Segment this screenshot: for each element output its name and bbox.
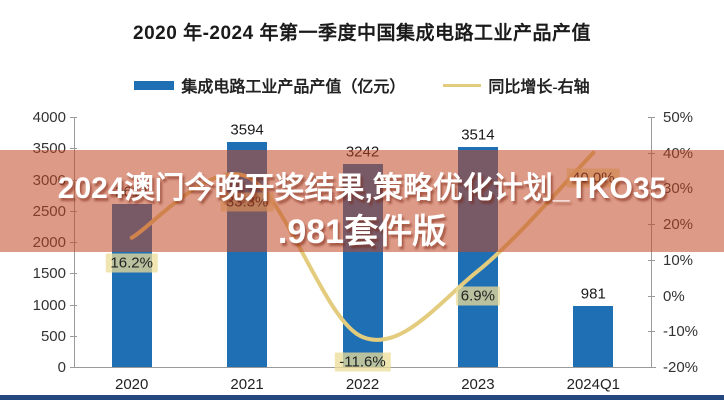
bar-label-2024Q1: 981	[580, 285, 606, 303]
point-label-6.9%: 6.9%	[455, 286, 500, 306]
x-tick-2024Q1: 2024Q1	[566, 376, 620, 393]
bar-label-2023: 3514	[461, 126, 495, 144]
y-label-right-0: 0%	[663, 287, 685, 305]
y-tick-left-3500	[70, 148, 77, 150]
bar-2024Q1	[573, 305, 614, 367]
bar-label-2021: 3594	[230, 121, 264, 139]
y-tick-left-500	[70, 335, 77, 337]
y-label-left-4000: 4000	[32, 109, 66, 126]
legend: 集成电路工业产品产值（亿元） 同比增长-右轴	[0, 74, 724, 96]
point-label-16.2%: 16.2%	[105, 253, 158, 273]
legend-item-output-value: 集成电路工业产品产值（亿元）	[134, 73, 405, 97]
y-tick-left-4000	[70, 117, 77, 118]
watermark-text-line2: .981套件版	[277, 213, 447, 251]
y-label-right--20: -20%	[663, 359, 699, 376]
y-tick-right--20	[648, 367, 655, 368]
y-tick-right-0	[648, 295, 655, 297]
legend-item-yoy-growth: 同比增长-右轴	[443, 73, 590, 97]
line-swatch-icon	[443, 83, 482, 87]
y-label-left-1500: 1500	[32, 265, 66, 283]
bar-swatch-icon	[134, 80, 175, 90]
y-tick-right-50	[648, 117, 655, 118]
y-label-right-50: 50%	[663, 109, 694, 126]
y-label-right--10: -10%	[663, 323, 699, 341]
chart-title: 2020 年-2024 年第一季度中国集成电路工业产品产值	[133, 23, 591, 44]
x-tick-2021: 2021	[230, 376, 264, 393]
y-tick-left-1500	[70, 273, 77, 275]
x-tick-2022: 2022	[345, 376, 380, 393]
x-tick-2020: 2020	[115, 376, 149, 393]
watermark-text-line1: 2024澳门今晚开奖结果,策略优化计划_TKO35	[57, 172, 667, 205]
y-label-left-1000: 1000	[32, 296, 66, 314]
footer-bar	[0, 395, 724, 400]
legend-label-yoy-growth: 同比增长-右轴	[488, 79, 590, 96]
point-label--11.6%: -11.6%	[334, 352, 391, 372]
y-tick-left-1000	[70, 304, 77, 306]
y-label-left-500: 500	[40, 327, 66, 345]
y-label-left-0: 0	[57, 359, 66, 376]
x-tick-2023: 2023	[461, 376, 495, 393]
y-tick-left-0	[70, 367, 77, 368]
y-tick-right--10	[648, 331, 655, 333]
legend-label-output-value: 集成电路工业产品产值（亿元）	[181, 79, 406, 96]
y-tick-right-10	[648, 259, 655, 261]
y-label-right-10: 10%	[663, 251, 694, 269]
